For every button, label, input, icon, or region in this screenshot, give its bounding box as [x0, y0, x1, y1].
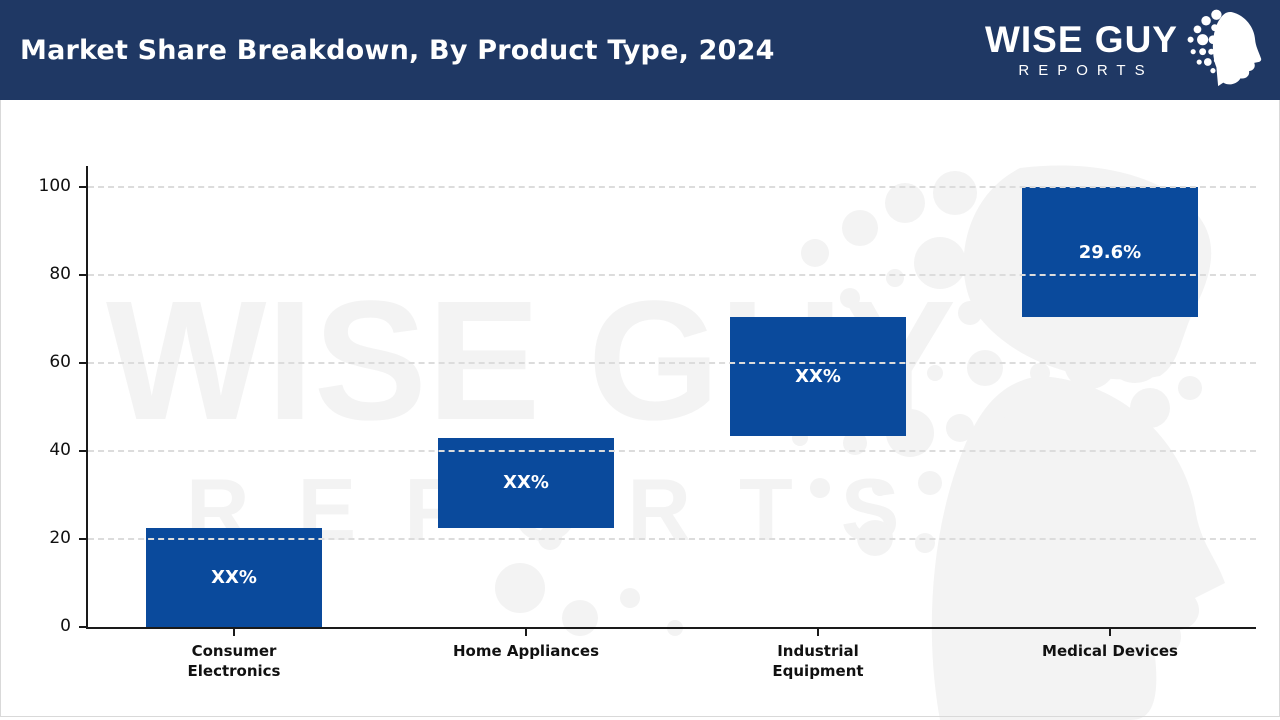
brand-subtitle: REPORTS	[1018, 62, 1154, 79]
bar-industrial-equipment: XX%	[730, 317, 906, 437]
bar-value-label-home-appliances: XX%	[503, 472, 549, 494]
header-bar: Market Share Breakdown, By Product Type,…	[0, 0, 1280, 100]
brand-logo: WISE GUY REPORTS	[985, 0, 1268, 100]
bar-value-label-medical-devices: 29.6%	[1078, 241, 1142, 263]
bar-consumer-electronics: XX%	[146, 528, 322, 627]
y-tick-100	[79, 186, 88, 188]
y-tick-0	[79, 626, 88, 628]
x-tick-medical-devices	[1109, 629, 1111, 636]
category-label-consumer-electronics: Consumer Electronics	[187, 642, 281, 680]
y-tick-label-100: 100	[38, 176, 71, 196]
category-label-home-appliances: Home Appliances	[452, 642, 600, 660]
bar-value-label-consumer-electronics: XX%	[211, 567, 257, 588]
category-label-industrial-equipment: Industrial Equipment	[772, 642, 864, 680]
y-axis-line	[86, 166, 88, 629]
x-axis-line	[86, 627, 1256, 629]
gridline-60	[88, 362, 1256, 364]
page-title: Market Share Breakdown, By Product Type,…	[20, 34, 775, 66]
brand-name: WISE GUY	[984, 19, 1178, 60]
x-tick-home-appliances	[525, 629, 527, 636]
y-tick-80	[79, 274, 88, 276]
y-tick-label-60: 60	[49, 352, 71, 372]
gridline-20	[88, 538, 1256, 540]
dotted-face-logo-icon	[1187, 9, 1262, 87]
y-tick-40	[79, 450, 88, 452]
category-label-medical-devices: Medical Devices	[1042, 642, 1178, 660]
y-tick-label-20: 20	[49, 528, 71, 548]
gridline-40	[88, 450, 1256, 452]
y-tick-label-80: 80	[49, 264, 71, 284]
gridline-80	[88, 274, 1256, 276]
bar-home-appliances: XX%	[438, 437, 614, 528]
y-tick-label-40: 40	[49, 440, 71, 460]
y-tick-20	[79, 538, 88, 540]
bar-value-label-industrial-equipment: XX%	[795, 366, 841, 388]
chart-canvas: WISE GUY REPORTS	[0, 100, 1280, 720]
x-tick-consumer-electronics	[233, 629, 235, 636]
y-tick-label-0: 0	[60, 616, 71, 636]
brand-text: WISE GUY REPORTS	[985, 21, 1178, 79]
y-tick-60	[79, 362, 88, 364]
bar-medical-devices: 29.6%	[1022, 187, 1198, 318]
x-tick-industrial-equipment	[817, 629, 819, 636]
waterfall-chart: 0 20 40 60 80 100 XX% Consumer Electronics XX% Ho…	[0, 100, 1280, 720]
gridline-100	[88, 186, 1256, 188]
